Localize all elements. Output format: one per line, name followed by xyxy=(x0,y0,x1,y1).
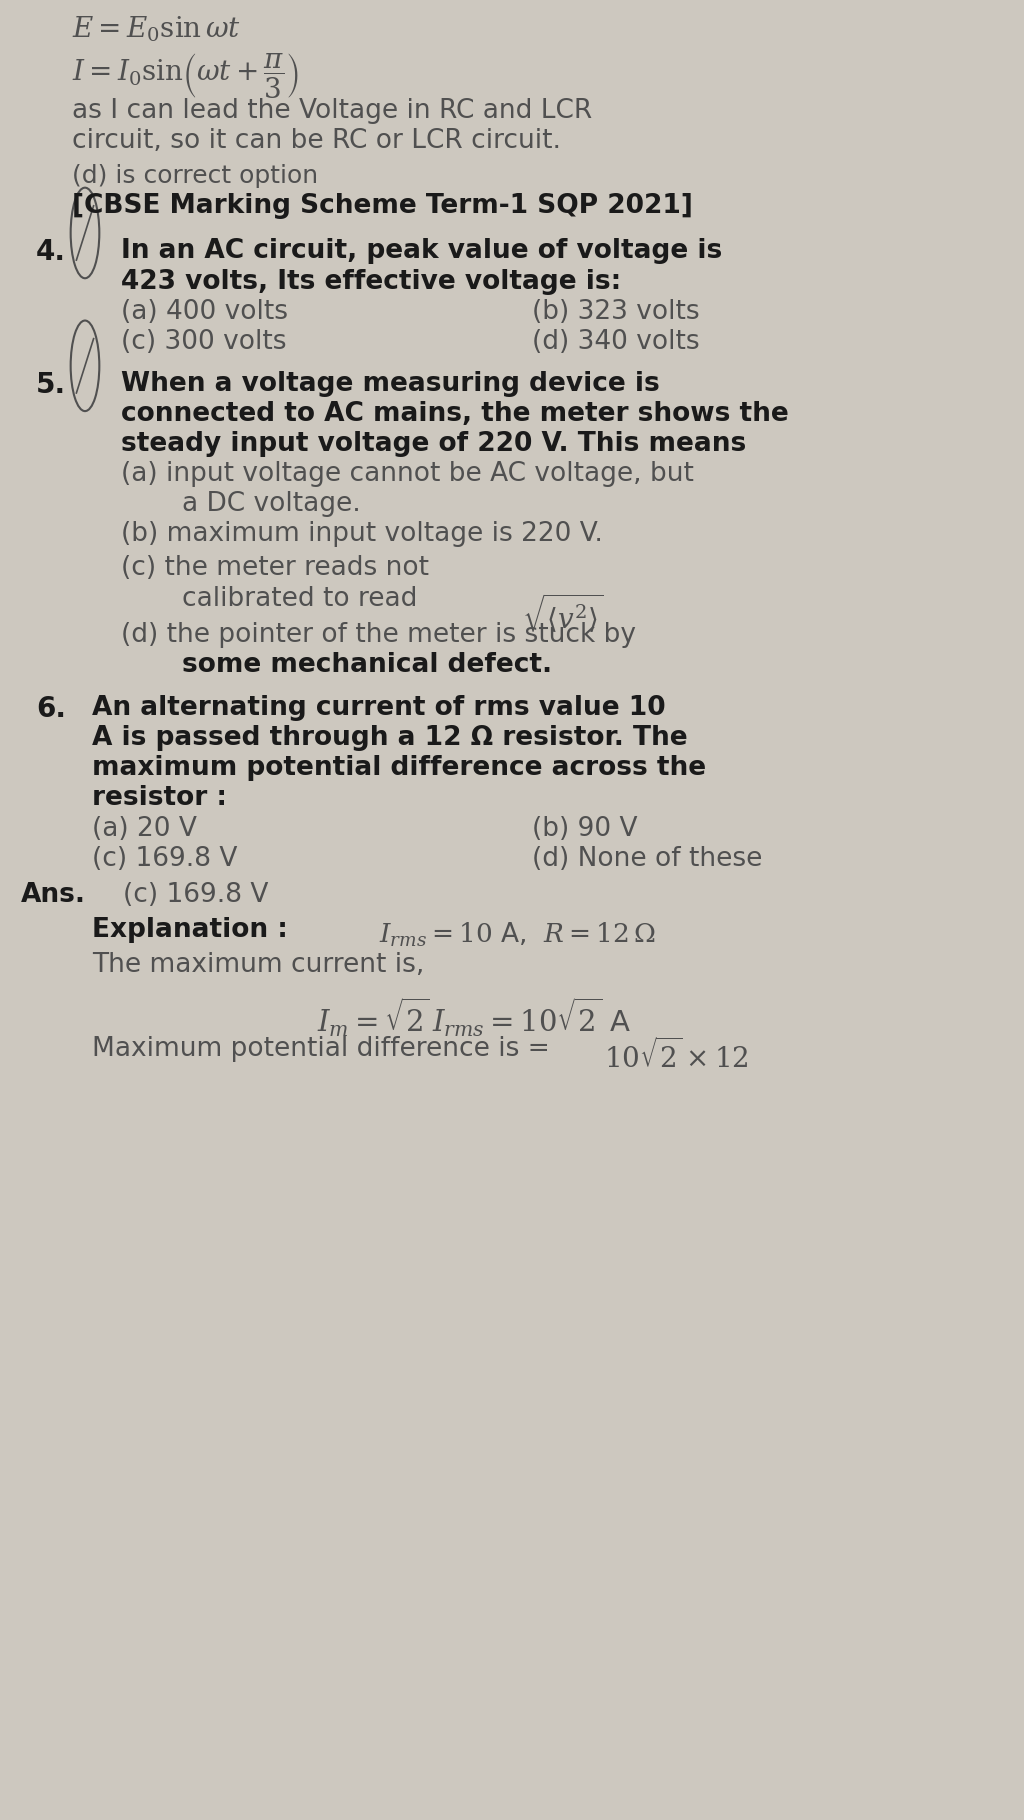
Text: maximum potential difference across the: maximum potential difference across the xyxy=(92,755,707,781)
Text: as I can lead the Voltage in RC and LCR: as I can lead the Voltage in RC and LCR xyxy=(72,98,592,124)
Text: $I_m = \sqrt{2}\, I_{rms} = 10\sqrt{2}$ A: $I_m = \sqrt{2}\, I_{rms} = 10\sqrt{2}$ … xyxy=(317,996,632,1039)
Text: 423 volts, Its effective voltage is:: 423 volts, Its effective voltage is: xyxy=(121,269,622,295)
Text: (c) 169.8 V: (c) 169.8 V xyxy=(123,883,268,908)
Text: calibrated to read: calibrated to read xyxy=(182,586,418,612)
Text: (d) is correct option: (d) is correct option xyxy=(72,164,317,187)
Text: (a) input voltage cannot be AC voltage, but: (a) input voltage cannot be AC voltage, … xyxy=(121,460,693,488)
Text: $\sqrt{\langle v^2 \rangle}$: $\sqrt{\langle v^2 \rangle}$ xyxy=(522,592,604,635)
Text: A is passed through a 12 Ω resistor. The: A is passed through a 12 Ω resistor. The xyxy=(92,724,688,752)
Text: (d) 340 volts: (d) 340 volts xyxy=(532,328,700,355)
Text: (a) 20 V: (a) 20 V xyxy=(92,815,197,843)
Text: (b) maximum input voltage is 220 V.: (b) maximum input voltage is 220 V. xyxy=(121,522,603,548)
Text: (c) 300 volts: (c) 300 volts xyxy=(121,328,287,355)
Text: When a voltage measuring device is: When a voltage measuring device is xyxy=(121,371,659,397)
Text: Ans.: Ans. xyxy=(20,883,85,908)
Text: (d) None of these: (d) None of these xyxy=(532,846,763,872)
Text: The maximum current is,: The maximum current is, xyxy=(92,952,425,977)
Text: a DC voltage.: a DC voltage. xyxy=(182,491,361,517)
Text: (c) the meter reads not: (c) the meter reads not xyxy=(121,555,437,581)
Text: Explanation :: Explanation : xyxy=(92,917,288,943)
Text: (d) the pointer of the meter is stuck by: (d) the pointer of the meter is stuck by xyxy=(121,622,636,648)
Text: An alternating current of rms value 10: An alternating current of rms value 10 xyxy=(92,695,666,721)
Text: [CBSE Marking Scheme Term-1 SQP 2021]: [CBSE Marking Scheme Term-1 SQP 2021] xyxy=(72,193,692,218)
Text: (c) 169.8 V: (c) 169.8 V xyxy=(92,846,238,872)
Text: 5.: 5. xyxy=(36,371,66,399)
Text: 4.: 4. xyxy=(36,238,66,266)
Text: $I = I_0 \sin \!\left(\omega t + \dfrac{\pi}{3}\right)$: $I = I_0 \sin \!\left(\omega t + \dfrac{… xyxy=(72,51,299,100)
Text: connected to AC mains, the meter shows the: connected to AC mains, the meter shows t… xyxy=(121,400,788,428)
Text: (b) 323 volts: (b) 323 volts xyxy=(532,298,700,326)
Text: In an AC circuit, peak value of voltage is: In an AC circuit, peak value of voltage … xyxy=(121,238,722,264)
Text: (b) 90 V: (b) 90 V xyxy=(532,815,638,843)
Text: some mechanical defect.: some mechanical defect. xyxy=(182,653,552,679)
Text: $I_{rms} = 10$ A,  $R = 12\,\Omega$: $I_{rms} = 10$ A, $R = 12\,\Omega$ xyxy=(379,921,655,948)
Text: $E = E_0 \sin \omega t$: $E = E_0 \sin \omega t$ xyxy=(72,15,241,44)
Text: steady input voltage of 220 V. This means: steady input voltage of 220 V. This mean… xyxy=(121,431,746,457)
Text: Maximum potential difference is =: Maximum potential difference is = xyxy=(92,1036,550,1061)
Text: $10\sqrt{2} \times 12$: $10\sqrt{2} \times 12$ xyxy=(604,1037,749,1074)
Text: 6.: 6. xyxy=(36,695,66,723)
Text: circuit, so it can be RC or LCR circuit.: circuit, so it can be RC or LCR circuit. xyxy=(72,127,561,155)
Text: resistor :: resistor : xyxy=(92,786,227,812)
Text: (a) 400 volts: (a) 400 volts xyxy=(121,298,288,326)
